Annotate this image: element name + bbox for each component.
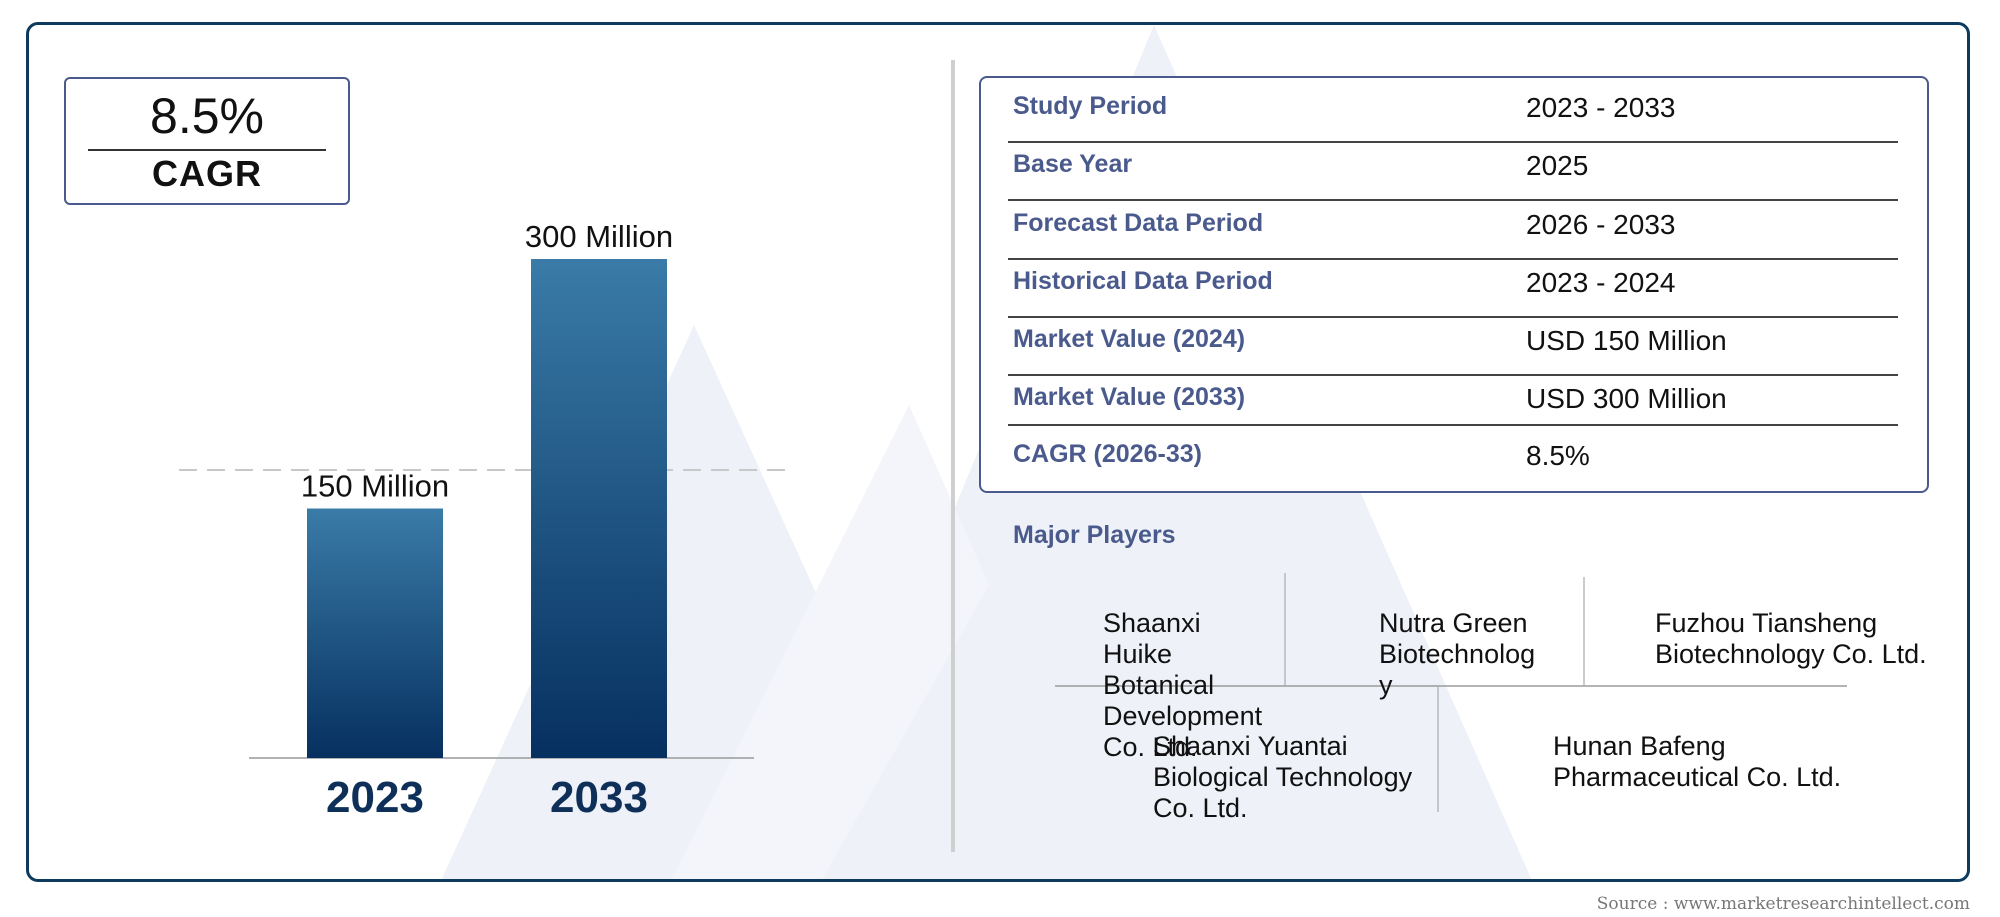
info-row-value: 8.5% [1526,440,1590,471]
info-row-divider [1008,258,1898,260]
cagr-separator [88,149,326,151]
cagr-summary-box: 8.5% CAGR [64,77,350,205]
cagr-value: 8.5% [150,88,264,144]
info-row: CAGR (2026-33) 8.5% [1008,428,1898,486]
info-row-divider [1008,199,1898,201]
info-row-label: Base Year [1013,150,1133,178]
info-row-value: 2023 - 2024 [1526,267,1676,298]
info-row: Market Value (2024) USD 150 Million [1008,313,1898,371]
info-row-label: Forecast Data Period [1013,209,1264,237]
player-hunan-bafeng: Hunan Bafeng Pharmaceutical Co. Ltd. [1553,731,1842,792]
info-row: Historical Data Period 2023 - 2024 [1008,255,1898,313]
info-row-label: Study Period [1013,92,1168,120]
info-row-label: Market Value (2024) [1013,325,1246,353]
x-tick-label: 2023 [326,773,424,822]
info-row-label: Historical Data Period [1013,267,1273,295]
info-row: Market Value (2033) USD 300 Million [1008,371,1898,429]
bar-2023 [307,508,443,758]
player-shaanxi-huike: Shaanxi Huike Botanical Development Co. … [1103,608,1263,762]
source-credit: Source : www.marketresearchintellect.com [1596,894,1970,914]
cagr-label: CAGR [152,153,262,194]
major-players-title: Major Players [1013,521,1176,549]
section-divider [951,60,955,852]
market-bar-chart: 150 Million 2023 300 Million 2033 [179,219,794,822]
info-row: Base Year 2025 [1008,138,1898,196]
bar-value-label: 150 Million [301,469,449,504]
info-row-label: CAGR (2026-33) [1013,440,1202,468]
bar-2033 [531,259,667,758]
info-row-label: Market Value (2033) [1013,383,1246,411]
info-row-value: 2026 - 2033 [1526,209,1676,240]
info-row-value: 2023 - 2033 [1526,92,1676,123]
info-row-value: 2025 [1526,150,1589,181]
bar-value-label: 300 Million [525,219,673,254]
info-row-divider [1008,424,1898,426]
player-fuzhou-tiansheng: Fuzhou Tiansheng Biotechnology Co. Ltd. [1655,608,1927,669]
info-row: Study Period 2023 - 2033 [1008,80,1898,138]
x-tick-label: 2033 [550,773,648,822]
info-row-divider [1008,141,1898,143]
info-row-divider [1008,316,1898,318]
player-nutra-green: Nutra Green Biotechnolog y [1379,608,1536,700]
market-info-table: Study Period 2023 - 2033 Base Year 2025 Fore… [979,76,1929,493]
info-row: Forecast Data Period 2026 - 2033 [1008,197,1898,255]
infographic-frame: 8.5% CAGR 150 Million 2023 300 Million 2033… [26,22,1970,882]
players-grid-lines [1055,573,1847,812]
player-shaanxi-yuantai: Shaanxi Yuantai Biological Technology Co… [1153,731,1413,823]
info-row-value: USD 300 Million [1526,383,1727,414]
info-row-divider [1008,374,1898,376]
info-row-value: USD 150 Million [1526,325,1727,356]
